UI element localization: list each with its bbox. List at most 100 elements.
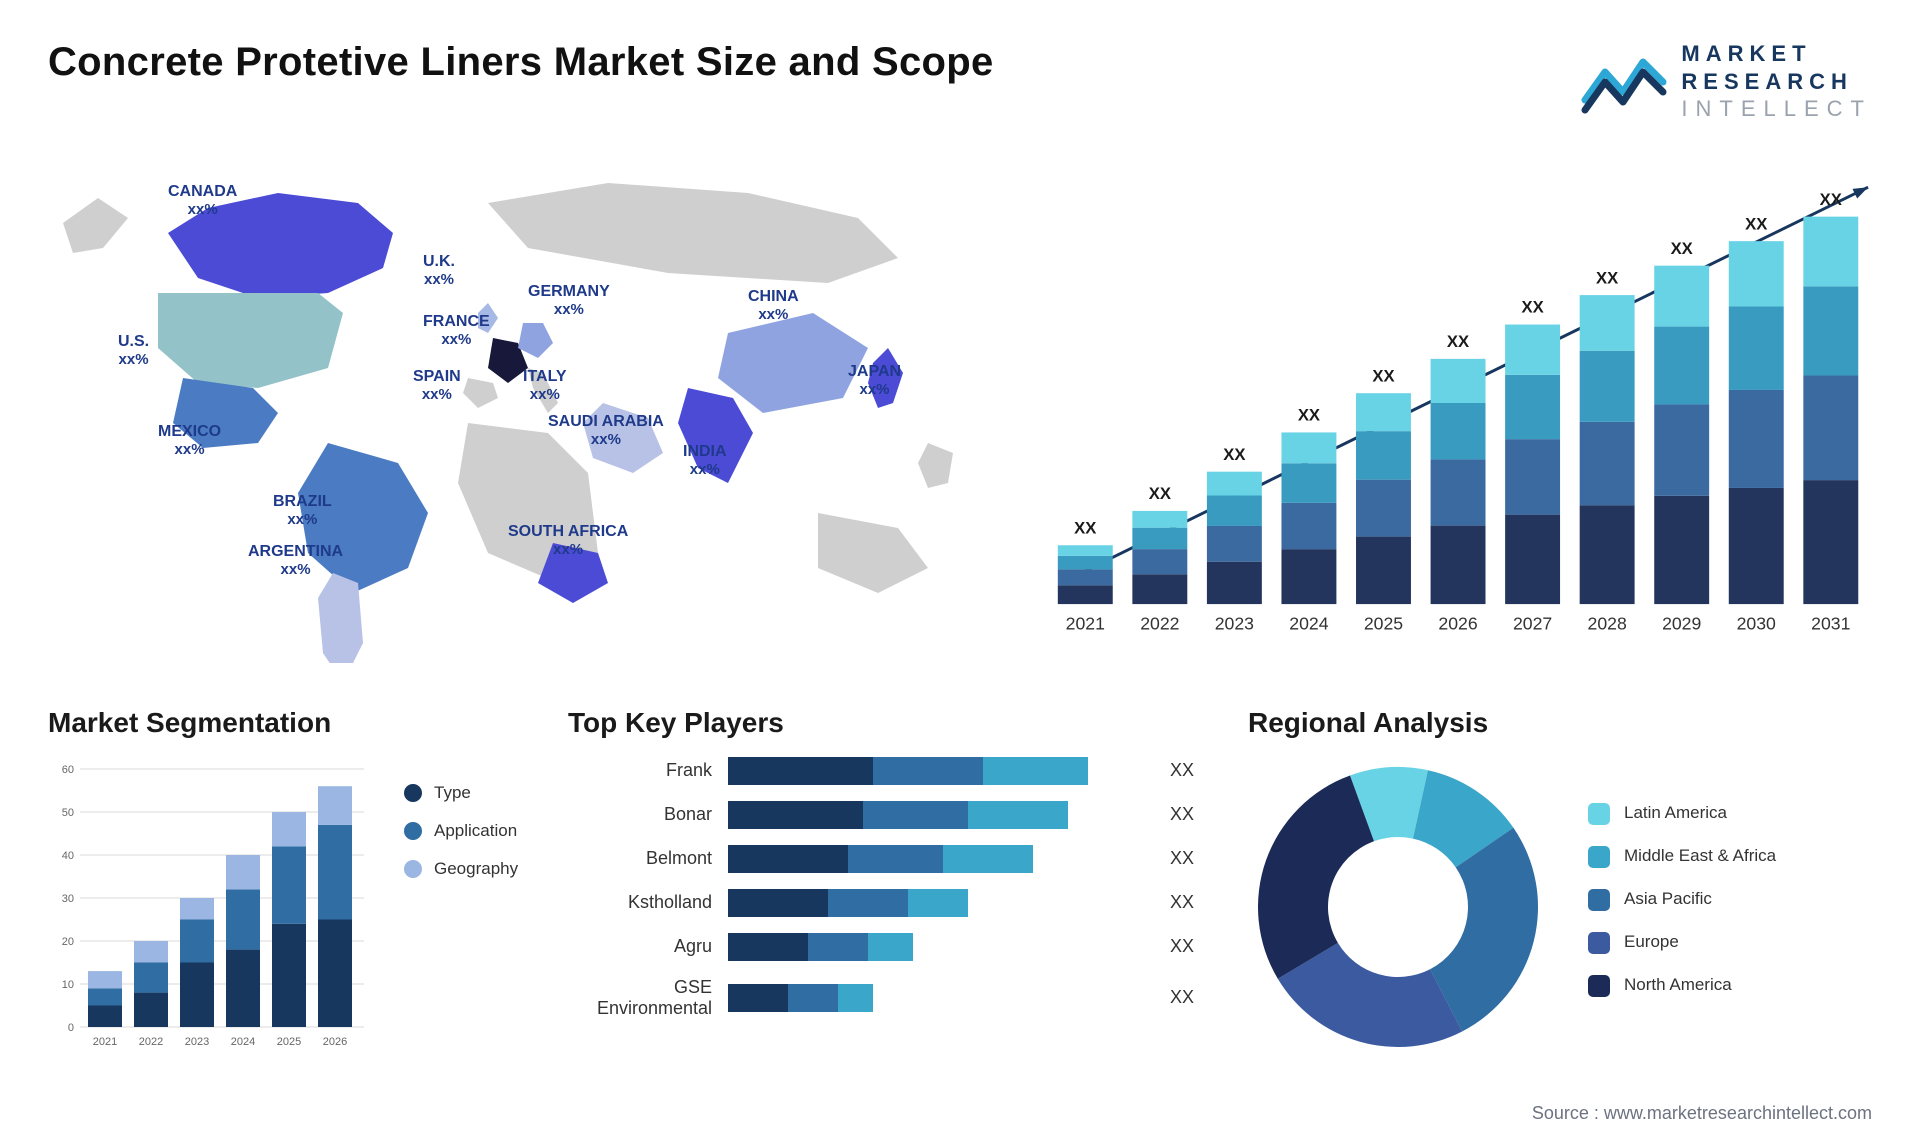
swatch-icon	[1588, 803, 1610, 825]
brand-text-2: RESEARCH	[1681, 68, 1872, 96]
svg-text:60: 60	[62, 764, 74, 776]
player-bar-segment	[908, 889, 968, 917]
seg-legend-item: Geography	[404, 859, 518, 879]
swatch-icon	[404, 784, 422, 802]
brand-text-3: INTELLECT	[1681, 95, 1872, 123]
brand-logo: MARKET RESEARCH INTELLECT	[1581, 40, 1872, 123]
svg-text:XX: XX	[1149, 484, 1171, 503]
map-label-argentina: ARGENTINAxx%	[248, 543, 343, 579]
svg-text:40: 40	[62, 850, 74, 862]
player-bar-segment	[983, 757, 1088, 785]
swatch-icon	[1588, 846, 1610, 868]
svg-text:2022: 2022	[1140, 613, 1179, 633]
player-bar-segment	[968, 801, 1068, 829]
brand-text-1: MARKET	[1681, 40, 1872, 68]
svg-text:XX: XX	[1223, 444, 1245, 463]
svg-text:2026: 2026	[323, 1036, 347, 1048]
svg-text:XX: XX	[1447, 332, 1469, 351]
svg-text:2029: 2029	[1662, 613, 1701, 633]
svg-text:2023: 2023	[185, 1036, 209, 1048]
player-bar-segment	[788, 984, 838, 1012]
player-bar	[728, 984, 1160, 1012]
svg-text:2022: 2022	[139, 1036, 163, 1048]
map-label-mexico: MEXICOxx%	[158, 423, 221, 459]
regional-legend-label: Middle East & Africa	[1624, 845, 1776, 866]
svg-text:XX: XX	[1074, 518, 1096, 537]
player-name: Frank	[568, 760, 728, 781]
svg-text:20: 20	[62, 936, 74, 948]
regional-title: Regional Analysis	[1248, 707, 1872, 739]
map-label-canada: CANADAxx%	[168, 183, 237, 219]
swatch-icon	[404, 860, 422, 878]
player-bar	[728, 801, 1160, 829]
map-label-u-s-: U.S.xx%	[118, 333, 149, 369]
svg-text:2027: 2027	[1513, 613, 1552, 633]
players-chart: FrankXXBonarXXBelmontXXKsthollandXXAgruX…	[568, 757, 1208, 1019]
svg-text:XX: XX	[1820, 189, 1842, 208]
player-bar-segment	[728, 933, 808, 961]
player-value: XX	[1160, 760, 1208, 781]
player-name: GSE Environmental	[568, 977, 728, 1019]
seg-legend-label: Application	[434, 821, 517, 841]
svg-text:30: 30	[62, 893, 74, 905]
map-label-japan: JAPANxx%	[848, 363, 901, 399]
player-bar-segment	[728, 845, 848, 873]
player-value: XX	[1160, 892, 1208, 913]
player-bar-segment	[848, 845, 943, 873]
player-value: XX	[1160, 804, 1208, 825]
regional-legend-item: Latin America	[1588, 802, 1776, 825]
player-bar-segment	[868, 933, 913, 961]
regional-legend-item: Asia Pacific	[1588, 888, 1776, 911]
svg-text:2025: 2025	[277, 1036, 301, 1048]
player-bar-segment	[863, 801, 968, 829]
regional-legend-item: North America	[1588, 974, 1776, 997]
regional-legend-label: Europe	[1624, 931, 1679, 952]
swatch-icon	[1588, 932, 1610, 954]
svg-text:2025: 2025	[1364, 613, 1403, 633]
regional-donut-chart	[1248, 757, 1548, 1057]
svg-text:2024: 2024	[231, 1036, 255, 1048]
swatch-icon	[404, 822, 422, 840]
player-bar-segment	[728, 984, 788, 1012]
swatch-icon	[1588, 889, 1610, 911]
svg-text:2024: 2024	[1289, 613, 1328, 633]
map-label-brazil: BRAZILxx%	[273, 493, 332, 529]
seg-legend-label: Type	[434, 783, 471, 803]
svg-text:2026: 2026	[1438, 613, 1477, 633]
player-name: Bonar	[568, 804, 728, 825]
map-label-italy: ITALYxx%	[523, 368, 567, 404]
player-bar-segment	[728, 889, 828, 917]
player-bar-segment	[728, 801, 863, 829]
regional-legend: Latin America Middle East & Africa Asia Pa…	[1588, 796, 1776, 1017]
svg-text:XX: XX	[1596, 268, 1618, 287]
map-label-india: INDIAxx%	[683, 443, 727, 479]
map-label-south-africa: SOUTH AFRICAxx%	[508, 523, 628, 559]
swatch-icon	[1588, 975, 1610, 997]
player-bar	[728, 845, 1160, 873]
player-value: XX	[1160, 987, 1208, 1008]
svg-text:2021: 2021	[1066, 613, 1105, 633]
svg-text:50: 50	[62, 807, 74, 819]
svg-text:2030: 2030	[1737, 613, 1776, 633]
svg-text:XX: XX	[1745, 214, 1767, 233]
svg-text:2021: 2021	[93, 1036, 117, 1048]
player-name: Belmont	[568, 848, 728, 869]
seg-legend-item: Application	[404, 821, 518, 841]
svg-text:2023: 2023	[1215, 613, 1254, 633]
player-value: XX	[1160, 848, 1208, 869]
segmentation-title: Market Segmentation	[48, 707, 528, 739]
map-label-spain: SPAINxx%	[413, 368, 461, 404]
world-map: CANADAxx% U.S.xx% MEXICOxx% BRAZILxx% ARGENT…	[48, 143, 1008, 663]
map-label-germany: GERMANYxx%	[528, 283, 610, 319]
regional-legend-label: North America	[1624, 974, 1732, 995]
map-label-saudi-arabia: SAUDI ARABIAxx%	[548, 413, 664, 449]
svg-text:2031: 2031	[1811, 613, 1850, 633]
seg-legend-item: Type	[404, 783, 518, 803]
player-bar-segment	[943, 845, 1033, 873]
segmentation-legend: Type Application Geography	[404, 757, 518, 897]
player-bar	[728, 889, 1160, 917]
source-text: Source : www.marketresearchintellect.com	[1532, 1103, 1872, 1124]
player-bar-segment	[808, 933, 868, 961]
svg-text:XX: XX	[1521, 297, 1543, 316]
svg-text:2028: 2028	[1588, 613, 1627, 633]
